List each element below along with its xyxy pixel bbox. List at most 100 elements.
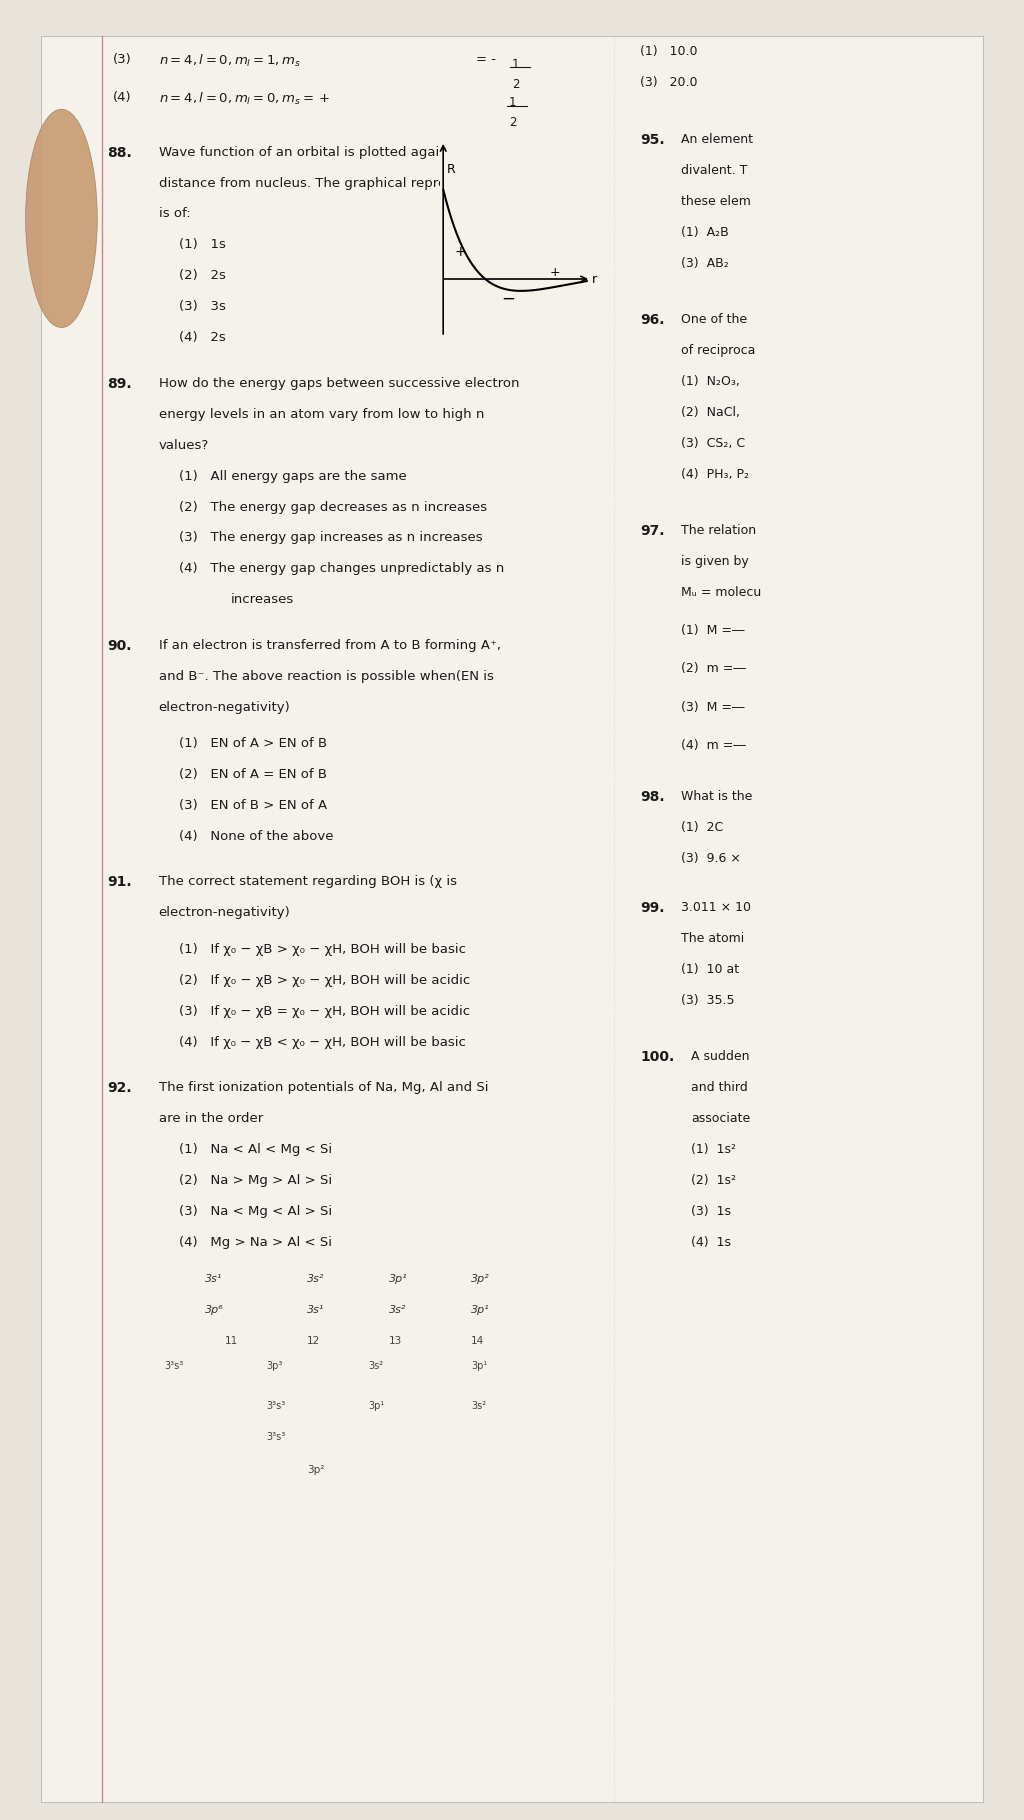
Text: increases: increases [230, 593, 294, 606]
Text: 3p¹: 3p¹ [471, 1361, 487, 1370]
Text: 97.: 97. [640, 524, 665, 539]
Text: and B⁻. The above reaction is possible when(EN is: and B⁻. The above reaction is possible w… [159, 670, 494, 682]
Text: $n = 4, l = 0, m_l = 1, m_s$: $n = 4, l = 0, m_l = 1, m_s$ [159, 53, 301, 69]
Text: 3p²: 3p² [471, 1274, 489, 1283]
Text: How do the energy gaps between successive electron: How do the energy gaps between successiv… [159, 377, 519, 389]
Text: (4): (4) [113, 91, 131, 104]
Text: 3s¹: 3s¹ [205, 1274, 222, 1283]
Text: (1)   10.0: (1) 10.0 [640, 46, 697, 58]
Text: 14: 14 [471, 1336, 484, 1345]
Text: (3)  M =―: (3) M =― [681, 701, 744, 713]
Text: The first ionization potentials of Na, Mg, Al and Si: The first ionization potentials of Na, M… [159, 1081, 488, 1094]
Text: divalent. T: divalent. T [681, 164, 748, 177]
Text: 11: 11 [225, 1336, 239, 1345]
Text: 3s²: 3s² [471, 1401, 486, 1410]
Text: distance from nucleus. The graphical representation: distance from nucleus. The graphical rep… [159, 177, 509, 189]
Text: of reciproca: of reciproca [681, 344, 756, 357]
Text: Mᵤ = molecu: Mᵤ = molecu [681, 586, 761, 599]
Text: (1)  A₂B: (1) A₂B [681, 226, 729, 238]
Text: (3)   3s: (3) 3s [179, 300, 226, 313]
Text: electron-negativity): electron-negativity) [159, 701, 291, 713]
Text: (1)  1s²: (1) 1s² [691, 1143, 736, 1156]
Text: and third: and third [691, 1081, 748, 1094]
Text: 100.: 100. [640, 1050, 674, 1065]
Text: 3p⁶: 3p⁶ [205, 1305, 223, 1314]
Text: $n = 4, l = 0, m_l = 0, m_s = +$: $n = 4, l = 0, m_l = 0, m_s = +$ [159, 91, 330, 107]
Text: +: + [455, 246, 466, 258]
Text: Wave function of an orbital is plotted against the: Wave function of an orbital is plotted a… [159, 146, 485, 158]
Text: R: R [446, 164, 456, 177]
Text: 92.: 92. [108, 1081, 132, 1096]
Text: 91.: 91. [108, 875, 132, 890]
Text: +: + [550, 266, 560, 278]
Text: 3s¹: 3s¹ [307, 1305, 325, 1314]
Text: 3s²: 3s² [307, 1274, 325, 1283]
Text: r: r [592, 273, 597, 286]
Text: 3p¹: 3p¹ [369, 1401, 385, 1410]
Text: An element: An element [681, 133, 753, 146]
Text: 95.: 95. [640, 133, 665, 147]
Text: is given by: is given by [681, 555, 749, 568]
Text: The atomi: The atomi [681, 932, 744, 945]
Text: (3)  CS₂, C: (3) CS₂, C [681, 437, 745, 450]
Text: 88.: 88. [108, 146, 132, 160]
Text: What is the: What is the [681, 790, 753, 803]
Text: (4)  1s: (4) 1s [691, 1236, 731, 1249]
Text: 3³s³: 3³s³ [266, 1401, 286, 1410]
Text: 1: 1 [509, 96, 516, 109]
Text: 3p¹: 3p¹ [471, 1305, 489, 1314]
Text: energy levels in an atom vary from low to high n: energy levels in an atom vary from low t… [159, 408, 484, 420]
Text: (2)  1s²: (2) 1s² [691, 1174, 736, 1187]
Text: (1)   Na < Al < Mg < Si: (1) Na < Al < Mg < Si [179, 1143, 333, 1156]
Text: is of:: is of: [159, 207, 190, 220]
Text: values?: values? [159, 439, 209, 451]
Text: 98.: 98. [640, 790, 665, 804]
Ellipse shape [26, 109, 97, 328]
Text: (3)  1s: (3) 1s [691, 1205, 731, 1218]
Text: 3p¹: 3p¹ [389, 1274, 408, 1283]
Text: (4)   2s: (4) 2s [179, 331, 226, 344]
Text: (3)  9.6 ×: (3) 9.6 × [681, 852, 740, 864]
FancyBboxPatch shape [41, 36, 983, 1802]
Text: (4)   None of the above: (4) None of the above [179, 830, 334, 843]
Text: (3)   Na < Mg < Al > Si: (3) Na < Mg < Al > Si [179, 1205, 333, 1218]
Text: 3³s³: 3³s³ [164, 1361, 183, 1370]
Text: (3)  35.5: (3) 35.5 [681, 994, 734, 1006]
Text: 96.: 96. [640, 313, 665, 328]
Text: are in the order: are in the order [159, 1112, 263, 1125]
Text: (4)   If χ₀ − χB < χ₀ − χH, BOH will be basic: (4) If χ₀ − χB < χ₀ − χH, BOH will be ba… [179, 1036, 466, 1048]
Text: (1)   If χ₀ − χB > χ₀ − χH, BOH will be basic: (1) If χ₀ − χB > χ₀ − χH, BOH will be ba… [179, 943, 466, 956]
Text: (1)   All energy gaps are the same: (1) All energy gaps are the same [179, 470, 407, 482]
Text: (4)  m =―: (4) m =― [681, 739, 745, 752]
Text: (3)   EN of B > EN of A: (3) EN of B > EN of A [179, 799, 328, 812]
Text: 13: 13 [389, 1336, 402, 1345]
Text: (3)  AB₂: (3) AB₂ [681, 257, 729, 269]
Text: (2)  m =―: (2) m =― [681, 662, 745, 675]
Text: (2)   If χ₀ − χB > χ₀ − χH, BOH will be acidic: (2) If χ₀ − χB > χ₀ − χH, BOH will be ac… [179, 974, 470, 986]
Text: (4)   Mg > Na > Al < Si: (4) Mg > Na > Al < Si [179, 1236, 332, 1249]
Text: −: − [501, 289, 515, 308]
Text: (1)   1s: (1) 1s [179, 238, 226, 251]
Text: = -: = - [476, 53, 497, 66]
Text: 3.011 × 10: 3.011 × 10 [681, 901, 751, 914]
Text: electron-negativity): electron-negativity) [159, 906, 291, 919]
Text: these elem: these elem [681, 195, 751, 207]
Text: 2: 2 [509, 116, 516, 129]
Text: 12: 12 [307, 1336, 321, 1345]
Text: (2)   Na > Mg > Al > Si: (2) Na > Mg > Al > Si [179, 1174, 333, 1187]
Text: (3)   If χ₀ − χB = χ₀ − χH, BOH will be acidic: (3) If χ₀ − χB = χ₀ − χH, BOH will be ac… [179, 1005, 470, 1017]
Text: 90.: 90. [108, 639, 132, 653]
Text: 3s²: 3s² [369, 1361, 384, 1370]
Text: A sudden: A sudden [691, 1050, 750, 1063]
Text: 99.: 99. [640, 901, 665, 915]
Text: 89.: 89. [108, 377, 132, 391]
Text: (1)  2C: (1) 2C [681, 821, 723, 834]
Text: (2)   2s: (2) 2s [179, 269, 226, 282]
Text: (1)  N₂O₃,: (1) N₂O₃, [681, 375, 739, 388]
Text: 3p²: 3p² [307, 1465, 325, 1474]
Text: (3)   The energy gap increases as n increases: (3) The energy gap increases as n increa… [179, 531, 483, 544]
Text: One of the: One of the [681, 313, 748, 326]
Text: associate: associate [691, 1112, 751, 1125]
Text: The relation: The relation [681, 524, 756, 537]
Text: (1)  M =―: (1) M =― [681, 624, 744, 637]
